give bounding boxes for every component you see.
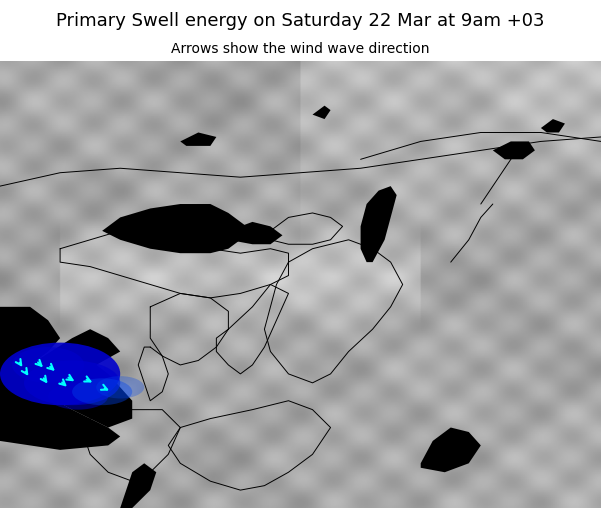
Ellipse shape xyxy=(0,342,120,405)
Polygon shape xyxy=(493,141,535,160)
Text: Arrows show the wind wave direction: Arrows show the wind wave direction xyxy=(171,42,430,56)
Ellipse shape xyxy=(72,378,132,405)
Polygon shape xyxy=(102,204,252,253)
Polygon shape xyxy=(228,222,282,244)
Polygon shape xyxy=(421,428,481,472)
Text: Primary Swell energy on Saturday 22 Mar at 9am +03: Primary Swell energy on Saturday 22 Mar … xyxy=(56,12,545,30)
Polygon shape xyxy=(541,119,565,133)
Ellipse shape xyxy=(48,383,108,409)
Polygon shape xyxy=(30,352,132,428)
Ellipse shape xyxy=(24,361,120,405)
Polygon shape xyxy=(180,133,216,146)
Polygon shape xyxy=(361,186,397,262)
Ellipse shape xyxy=(12,347,84,383)
Polygon shape xyxy=(120,463,156,508)
Polygon shape xyxy=(313,106,331,119)
Polygon shape xyxy=(0,307,120,450)
Ellipse shape xyxy=(96,376,144,398)
Polygon shape xyxy=(0,329,120,392)
